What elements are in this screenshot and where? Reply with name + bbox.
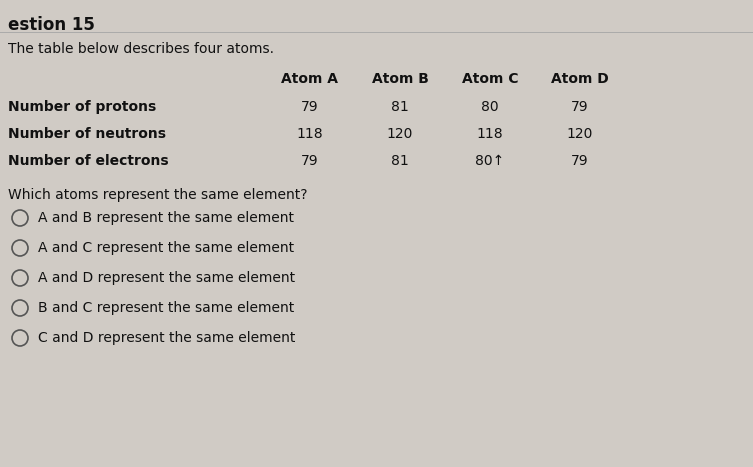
Text: 120: 120 [567, 127, 593, 141]
Text: 79: 79 [301, 154, 319, 168]
Text: 80↑: 80↑ [475, 154, 505, 168]
Text: A and B represent the same element: A and B represent the same element [38, 211, 294, 225]
Text: The table below describes four atoms.: The table below describes four atoms. [8, 42, 274, 56]
Text: Number of neutrons: Number of neutrons [8, 127, 166, 141]
Text: C and D represent the same element: C and D represent the same element [38, 331, 295, 345]
Text: 79: 79 [301, 100, 319, 114]
Text: Which atoms represent the same element?: Which atoms represent the same element? [8, 188, 307, 202]
Text: Number of electrons: Number of electrons [8, 154, 169, 168]
Text: 120: 120 [387, 127, 413, 141]
Text: 118: 118 [297, 127, 323, 141]
Text: estion 15: estion 15 [8, 16, 95, 34]
Text: Number of protons: Number of protons [8, 100, 157, 114]
Text: 79: 79 [572, 100, 589, 114]
Text: 81: 81 [391, 154, 409, 168]
Text: 81: 81 [391, 100, 409, 114]
Text: B and C represent the same element: B and C represent the same element [38, 301, 294, 315]
Text: 80: 80 [481, 100, 498, 114]
Text: A and C represent the same element: A and C represent the same element [38, 241, 294, 255]
Text: Atom C: Atom C [462, 72, 518, 86]
Text: 79: 79 [572, 154, 589, 168]
Text: A and D represent the same element: A and D represent the same element [38, 271, 295, 285]
Text: Atom B: Atom B [371, 72, 428, 86]
Text: 118: 118 [477, 127, 503, 141]
Text: Atom D: Atom D [551, 72, 609, 86]
Text: Atom A: Atom A [282, 72, 339, 86]
